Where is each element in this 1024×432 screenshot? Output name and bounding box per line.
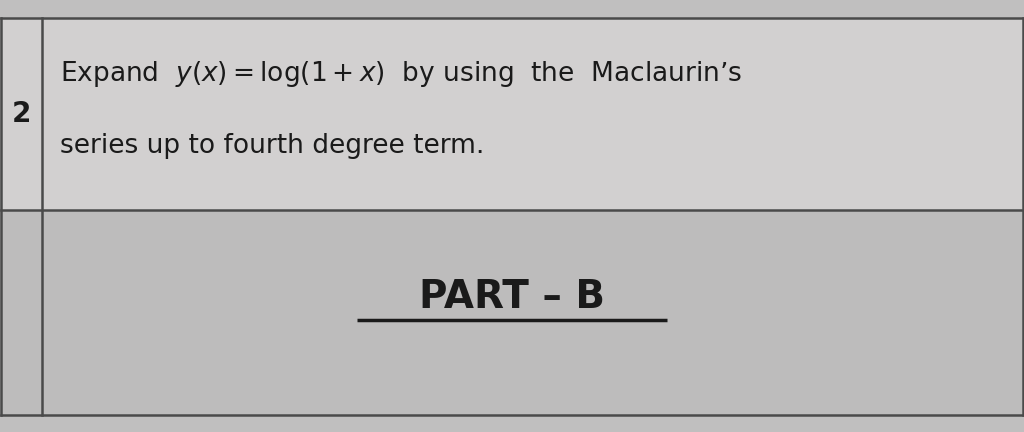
Bar — [1, 210, 1023, 415]
Text: PART – B: PART – B — [419, 279, 605, 317]
Text: Expand  $y(x) = \log(1+x)$  by using  the  Maclaurin’s: Expand $y(x) = \log(1+x)$ by using the M… — [60, 59, 742, 89]
Text: 2: 2 — [12, 100, 31, 128]
Bar — [1, 18, 1023, 210]
Text: series up to fourth degree term.: series up to fourth degree term. — [60, 133, 484, 159]
